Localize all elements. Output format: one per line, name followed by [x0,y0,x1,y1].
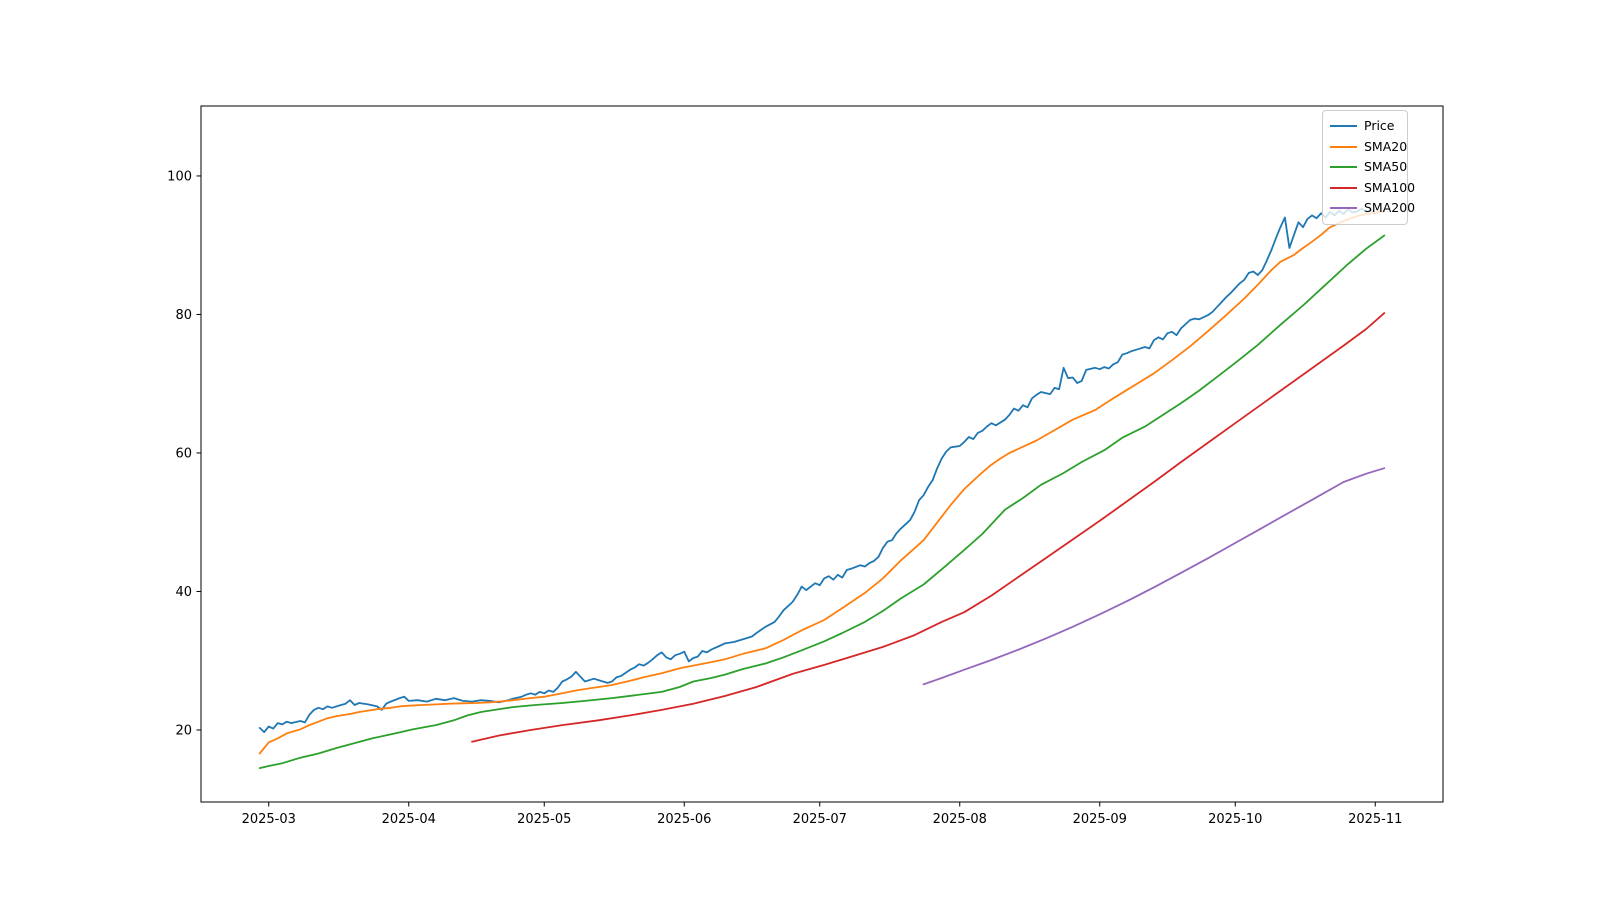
x-tick-label: 2025-10 [1208,812,1262,827]
series-line-sma50 [258,234,1386,769]
y-tick-label: 20 [175,723,192,738]
x-tick-label: 2025-03 [242,812,296,827]
series-line-sma200 [922,467,1386,686]
series-line-price [258,207,1386,733]
legend-item-sma200: SMA200 [1330,198,1415,219]
legend-line-sample [1330,207,1357,210]
x-tick-label: 2025-04 [382,812,436,827]
legend-label: SMA200 [1364,200,1416,215]
x-tick-label: 2025-06 [657,812,711,827]
legend-label: SMA100 [1364,179,1416,195]
y-tick-label: 100 [167,169,192,184]
legend-line-sample [1330,166,1357,169]
x-tick-label: 2025-09 [1073,812,1127,827]
x-tick-label: 2025-07 [793,812,847,827]
x-tick-label: 2025-11 [1348,812,1402,827]
plot-spines [200,105,1444,803]
y-tick-label: 40 [175,585,192,600]
x-tick-label: 2025-05 [517,812,571,827]
legend-label: SMA20 [1364,138,1408,154]
legend-item-sma100: SMA100 [1330,178,1415,199]
y-tick-label: 80 [175,308,192,323]
legend-line-sample [1330,186,1357,189]
y-tick-label: 60 [175,446,192,461]
series-line-sma20 [258,210,1386,755]
legend-line-sample [1330,125,1357,128]
legend-item-sma20: SMA20 [1330,137,1407,158]
series-line-sma100 [471,312,1386,743]
legend: Price SMA20 SMA50 SMA100 SMA200 [1322,110,1415,225]
x-tick-label: 2025-08 [933,812,987,827]
legend-item-sma50: SMA50 [1330,157,1407,178]
legend-label: Price [1364,118,1395,133]
legend-label: SMA50 [1364,159,1408,174]
legend-line-sample [1330,145,1357,148]
legend-item-price: Price [1330,116,1399,137]
